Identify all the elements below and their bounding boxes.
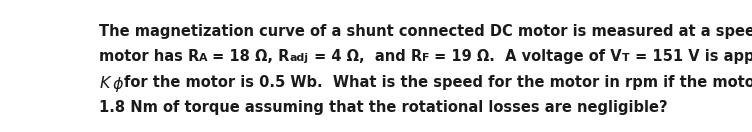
Text: = 151 V is applied to the motor.: = 151 V is applied to the motor. bbox=[629, 49, 752, 64]
Text: = 18 Ω, R: = 18 Ω, R bbox=[208, 49, 290, 64]
Text: for the motor is 0.5 Wb.  What is the speed for the motor in rpm if the motor ne: for the motor is 0.5 Wb. What is the spe… bbox=[124, 75, 752, 90]
Text: $\phi$: $\phi$ bbox=[112, 75, 124, 94]
Text: $\mathit{K}$: $\mathit{K}$ bbox=[99, 75, 112, 91]
Text: F: F bbox=[422, 53, 429, 63]
Text: = 19 Ω.  A voltage of V: = 19 Ω. A voltage of V bbox=[429, 49, 622, 64]
Text: 1.8 Nm of torque assuming that the rotational losses are negligible?: 1.8 Nm of torque assuming that the rotat… bbox=[99, 100, 667, 115]
Text: adj: adj bbox=[290, 53, 309, 63]
Text: The magnetization curve of a shunt connected DC motor is measured at a speed of : The magnetization curve of a shunt conne… bbox=[99, 24, 752, 39]
Text: = 4 Ω,  and R: = 4 Ω, and R bbox=[309, 49, 422, 64]
Text: motor has R: motor has R bbox=[99, 49, 199, 64]
Text: A: A bbox=[199, 53, 208, 63]
Text: T: T bbox=[622, 53, 629, 63]
